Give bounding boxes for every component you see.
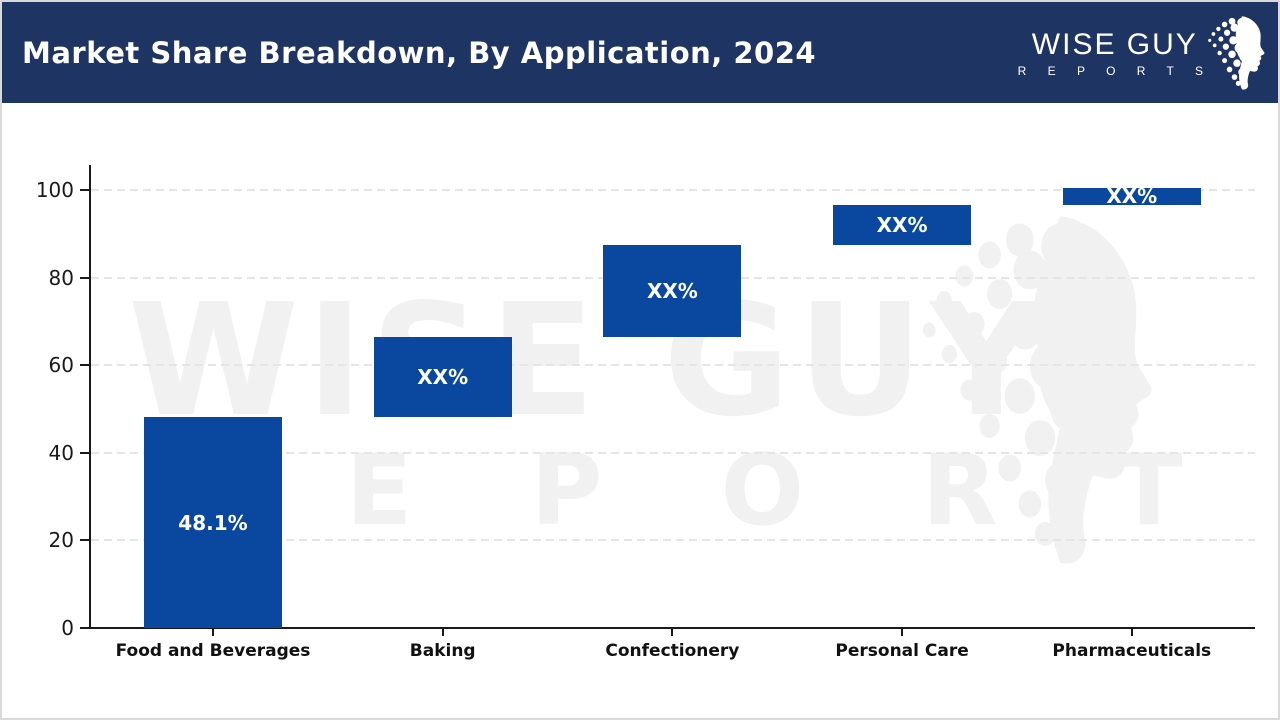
x-tick-mark bbox=[1130, 629, 1133, 636]
bar-value-label: XX% bbox=[1106, 184, 1158, 209]
bar-segment: XX% bbox=[833, 204, 972, 246]
y-tick-label: 40 bbox=[48, 440, 74, 465]
wise-guy-logo: WISE GUY R E P O R T S bbox=[1018, 8, 1268, 98]
x-axis-line bbox=[89, 627, 1255, 629]
y-tick-label: 80 bbox=[48, 265, 74, 290]
page-title: Market Share Breakdown, By Application, … bbox=[22, 35, 817, 70]
y-axis-line bbox=[89, 165, 91, 629]
y-tick-mark bbox=[80, 276, 89, 279]
y-tick-label: 60 bbox=[48, 353, 74, 378]
y-tick-label: 100 bbox=[35, 178, 74, 202]
x-category-label: Food and Beverages bbox=[115, 641, 311, 661]
bar-segment: XX% bbox=[1062, 184, 1201, 209]
logo-text: WISE GUY R E P O R T S bbox=[1018, 28, 1212, 78]
x-category-label: Baking bbox=[409, 641, 476, 661]
bar-segment: XX% bbox=[373, 337, 512, 418]
y-tick-label: 20 bbox=[48, 528, 74, 553]
x-tick-mark bbox=[901, 629, 904, 636]
gridline bbox=[91, 539, 1255, 542]
y-tick-mark bbox=[80, 364, 89, 367]
x-category-label: Confectionery bbox=[605, 641, 740, 661]
y-tick-label: 0 bbox=[61, 616, 74, 640]
y-tick-mark bbox=[80, 451, 89, 454]
header: Market Share Breakdown, By Application, … bbox=[2, 2, 1278, 103]
y-tick-mark bbox=[80, 627, 89, 629]
y-tick-mark bbox=[80, 189, 89, 191]
gridline bbox=[91, 451, 1255, 454]
x-tick-mark bbox=[671, 629, 674, 636]
bar-segment: 48.1% bbox=[144, 417, 282, 628]
y-tick-mark bbox=[80, 539, 89, 542]
bar-segment: XX% bbox=[603, 245, 742, 338]
watermark-head-icon bbox=[922, 216, 1152, 564]
bar-value-label: XX% bbox=[646, 279, 698, 304]
bar-value-label: XX% bbox=[876, 213, 928, 238]
gridline bbox=[91, 364, 1255, 367]
logo-subtitle: R E P O R T S bbox=[1017, 64, 1212, 78]
x-category-label: Pharmaceuticals bbox=[1052, 641, 1212, 661]
logo-wordmark: WISE GUY bbox=[1031, 28, 1198, 61]
x-category-label: Personal Care bbox=[835, 641, 969, 661]
x-tick-mark bbox=[212, 629, 214, 636]
bar-value-label: 48.1% bbox=[178, 510, 248, 535]
gridline bbox=[91, 189, 1255, 191]
bar-value-label: XX% bbox=[417, 365, 469, 390]
x-tick-mark bbox=[441, 629, 444, 636]
